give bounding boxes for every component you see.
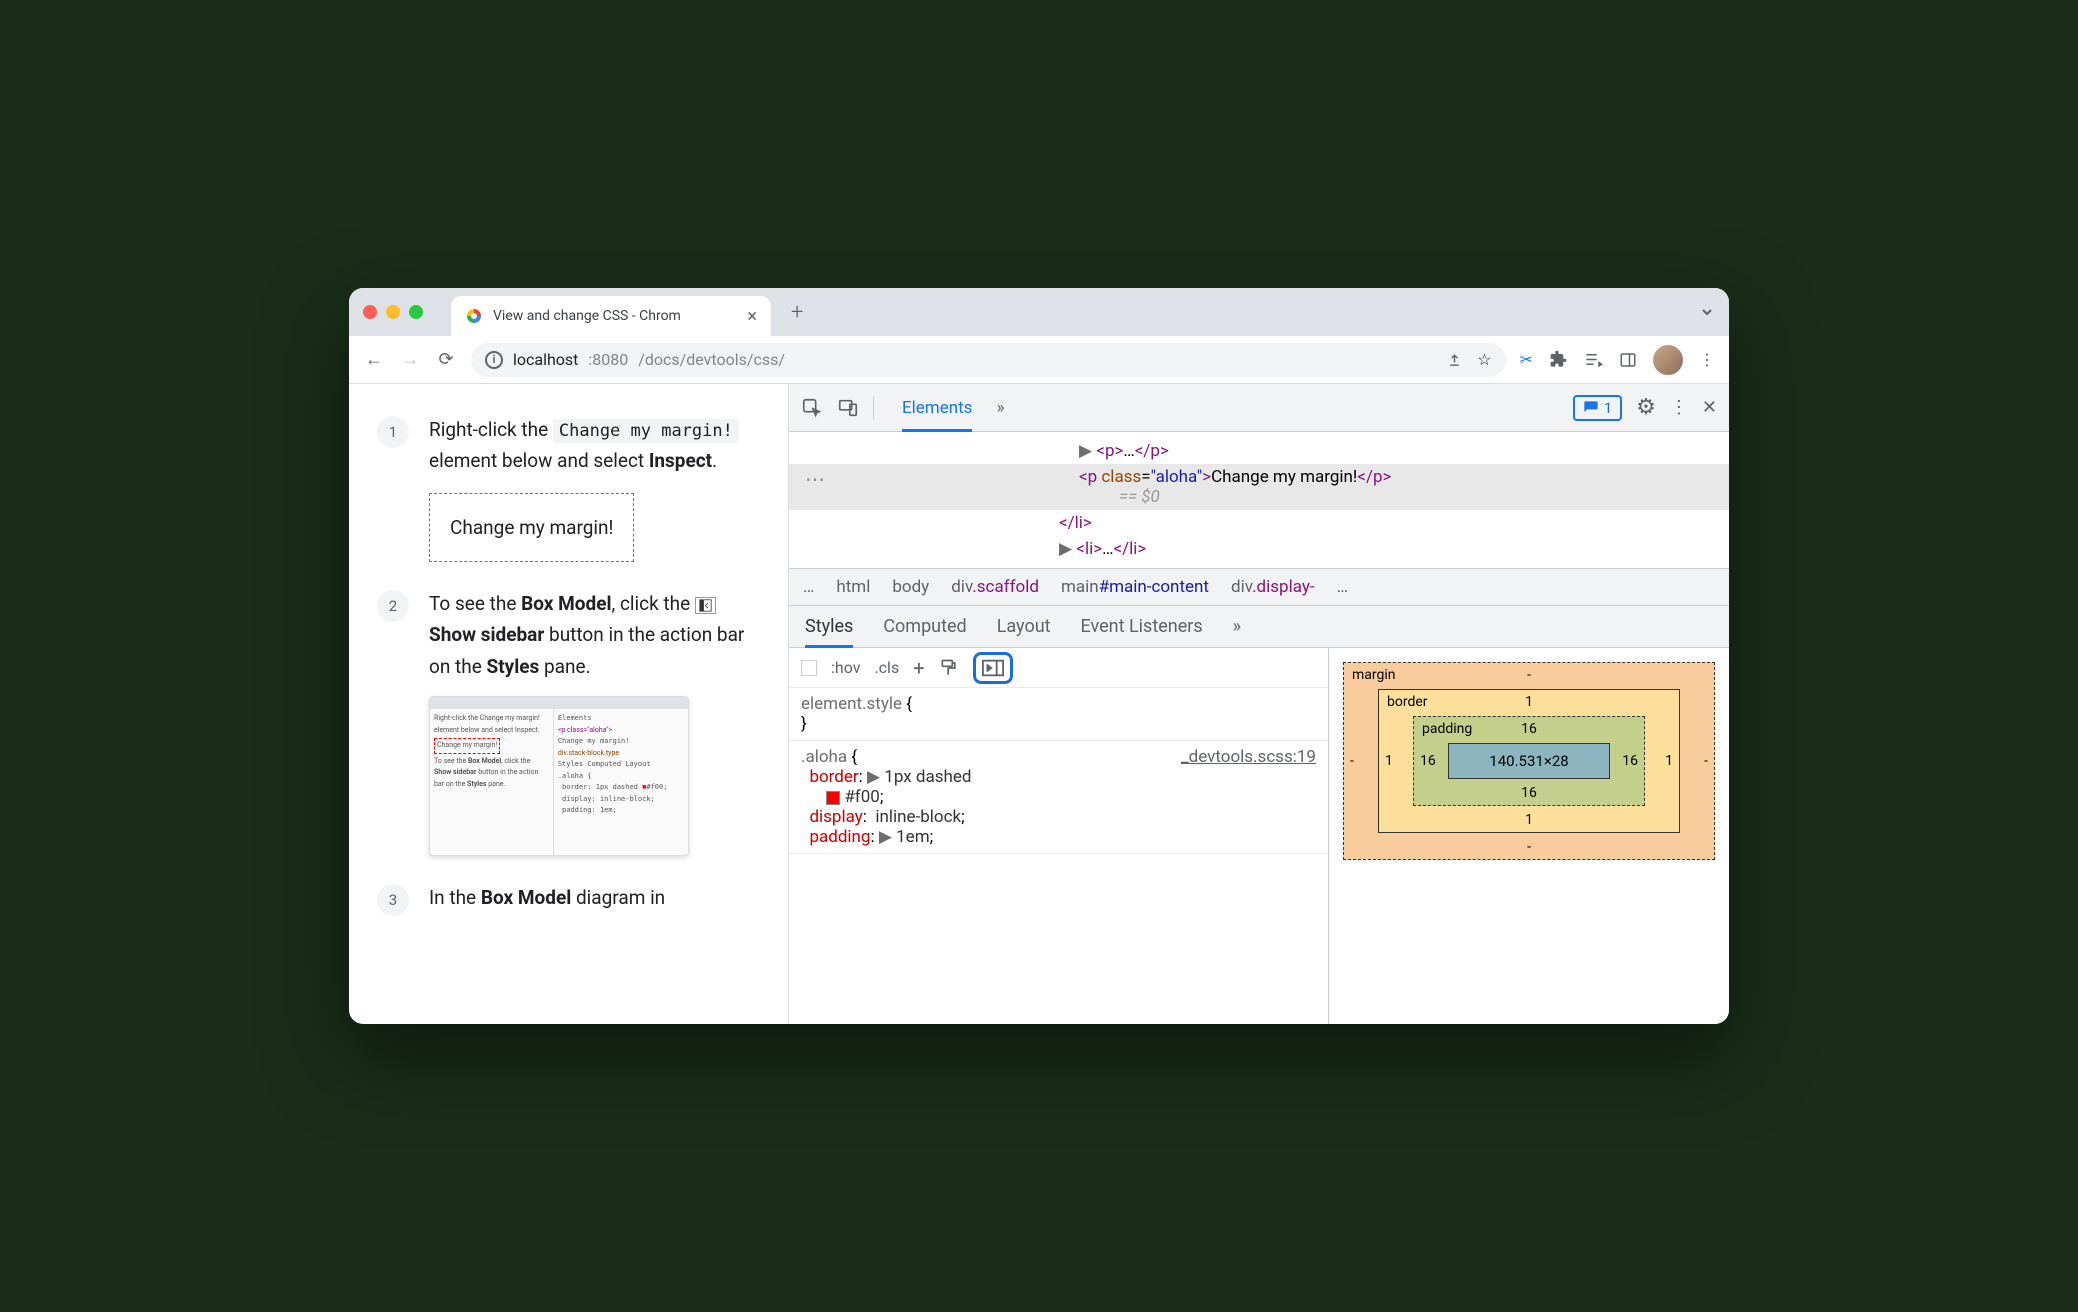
inspect-icon[interactable]: [801, 397, 823, 419]
dom-node[interactable]: </li>: [789, 510, 1729, 536]
dom-eq0: == $0: [1079, 487, 1729, 507]
step-2: 2 To see the Box Model, click the Show s…: [377, 588, 760, 856]
scissors-icon[interactable]: ✂: [1520, 350, 1533, 369]
crumb-item[interactable]: div.scaffold: [951, 577, 1039, 597]
forward-button[interactable]: →: [399, 349, 421, 370]
devtools-toolbar: Elements » 1 ⚙ ⋮ ✕: [789, 384, 1729, 432]
bm-content[interactable]: 140.531×28: [1448, 743, 1610, 779]
filter-input[interactable]: [801, 660, 817, 676]
close-devtools-icon[interactable]: ✕: [1702, 397, 1717, 418]
show-sidebar-inline-icon: [695, 597, 716, 614]
step-number: 2: [377, 590, 409, 622]
sidepanel-icon[interactable]: [1619, 351, 1637, 369]
step-text: In the Box Model diagram in: [429, 882, 665, 916]
minimize-window-icon[interactable]: [386, 305, 400, 319]
rule-source-link[interactable]: _devtools.scss:19: [1181, 747, 1316, 767]
demo-element[interactable]: Change my margin!: [429, 493, 634, 562]
tab-title: View and change CSS - Chrom: [493, 308, 681, 324]
close-window-icon[interactable]: [363, 305, 377, 319]
tab-styles[interactable]: Styles: [805, 616, 853, 648]
url-path: /docs/devtools/css/: [638, 350, 785, 369]
close-tab-icon[interactable]: ×: [747, 306, 757, 327]
color-swatch-icon[interactable]: [826, 791, 840, 805]
crumb-more[interactable]: …: [803, 577, 814, 597]
tab-layout[interactable]: Layout: [997, 616, 1051, 637]
crumb-more[interactable]: …: [1337, 577, 1348, 597]
reload-button[interactable]: ⟳: [435, 349, 457, 370]
extensions-icon[interactable]: [1549, 350, 1568, 369]
devtools-menu-icon[interactable]: ⋮: [1670, 397, 1688, 418]
dom-breadcrumb[interactable]: … html body div.scaffold main#main-conte…: [789, 568, 1729, 606]
browser-window: View and change CSS - Chrom × + ← → ⟳ i …: [349, 288, 1729, 1024]
dom-node[interactable]: ▶ <li>…</li>: [789, 536, 1729, 562]
titlebar: View and change CSS - Chrom × +: [349, 288, 1729, 336]
toolbar: ← → ⟳ i localhost :8080/docs/devtools/css…: [349, 336, 1729, 384]
crumb-item[interactable]: main#main-content: [1061, 577, 1209, 597]
bm-margin[interactable]: margin - - - - border 1 1 1 1: [1343, 662, 1715, 860]
devtools-tabs: Elements »: [902, 398, 1004, 418]
css-rules: :hov .cls + element.style { } _devtools.…: [789, 648, 1329, 1024]
traffic-lights: [363, 305, 423, 319]
show-sidebar-button[interactable]: [973, 652, 1013, 684]
crumb-item[interactable]: div.display-: [1231, 577, 1315, 597]
step-text: To see the Box Model, click the Show sid…: [429, 588, 760, 856]
step-number: 3: [377, 884, 409, 916]
window-menu-icon[interactable]: [1699, 304, 1715, 320]
dom-node[interactable]: ▶ <p>…</p>: [789, 438, 1729, 464]
tab-more-icon[interactable]: »: [996, 398, 1004, 418]
crumb-item[interactable]: html: [836, 577, 870, 597]
url-port: :8080: [588, 350, 628, 369]
step-number: 1: [377, 416, 409, 448]
maximize-window-icon[interactable]: [409, 305, 423, 319]
step-1: 1 Right-click the Change my margin! elem…: [377, 414, 760, 562]
code-snippet: Change my margin!: [553, 419, 739, 443]
tab-computed[interactable]: Computed: [883, 616, 966, 637]
profile-avatar[interactable]: [1653, 345, 1683, 375]
css-rule[interactable]: _devtools.scss:19 .aloha { border: ▶ 1px…: [789, 741, 1328, 854]
tab-more-icon[interactable]: »: [1233, 616, 1241, 637]
settings-icon[interactable]: ⚙: [1636, 395, 1656, 420]
dom-node-selected[interactable]: <p class="aloha">Change my margin!</p> =…: [789, 464, 1729, 510]
tab-elements[interactable]: Elements: [902, 398, 972, 432]
browser-tab[interactable]: View and change CSS - Chrom ×: [451, 296, 771, 336]
cls-button[interactable]: .cls: [874, 658, 899, 677]
dom-tree[interactable]: ▶ <p>…</p> <p class="aloha">Change my ma…: [789, 432, 1729, 568]
site-info-icon[interactable]: i: [485, 351, 503, 369]
device-toggle-icon[interactable]: [837, 397, 859, 419]
bookmark-icon[interactable]: ☆: [1477, 350, 1491, 369]
chrome-favicon-icon: [465, 307, 483, 325]
tab-event-listeners[interactable]: Event Listeners: [1081, 616, 1203, 637]
chrome-menu-icon[interactable]: ⋮: [1699, 350, 1715, 369]
paint-icon[interactable]: [939, 658, 959, 678]
devtools-panel: Elements » 1 ⚙ ⋮ ✕ ▶ <p>…</p> <p class="…: [789, 384, 1729, 1024]
issues-button[interactable]: 1: [1573, 395, 1622, 421]
new-tab-button[interactable]: +: [791, 300, 803, 325]
hov-button[interactable]: :hov: [831, 658, 860, 677]
back-button[interactable]: ←: [363, 349, 385, 370]
url-host: localhost: [513, 350, 578, 369]
styles-pane-tabs: Styles Computed Layout Event Listeners »: [789, 606, 1729, 648]
screenshot-thumbnail: Right-click the Change my margin!element…: [429, 696, 689, 856]
media-icon[interactable]: [1584, 350, 1603, 369]
address-bar[interactable]: i localhost :8080/docs/devtools/css/ ☆: [471, 343, 1506, 377]
share-icon[interactable]: [1446, 351, 1463, 368]
crumb-item[interactable]: body: [892, 577, 929, 597]
bm-border[interactable]: border 1 1 1 1 padding 16 16 16: [1378, 689, 1680, 833]
box-model-diagram[interactable]: margin - - - - border 1 1 1 1: [1329, 648, 1729, 1024]
page-content: 1 Right-click the Change my margin! elem…: [349, 384, 789, 1024]
styles-action-bar: :hov .cls +: [789, 648, 1328, 688]
new-rule-icon[interactable]: +: [913, 656, 924, 680]
step-3: 3 In the Box Model diagram in: [377, 882, 760, 916]
bm-padding[interactable]: padding 16 16 16 16 140.531×28: [1413, 716, 1645, 806]
step-text: Right-click the Change my margin! elemen…: [429, 414, 760, 562]
css-rule[interactable]: element.style { }: [789, 688, 1328, 741]
